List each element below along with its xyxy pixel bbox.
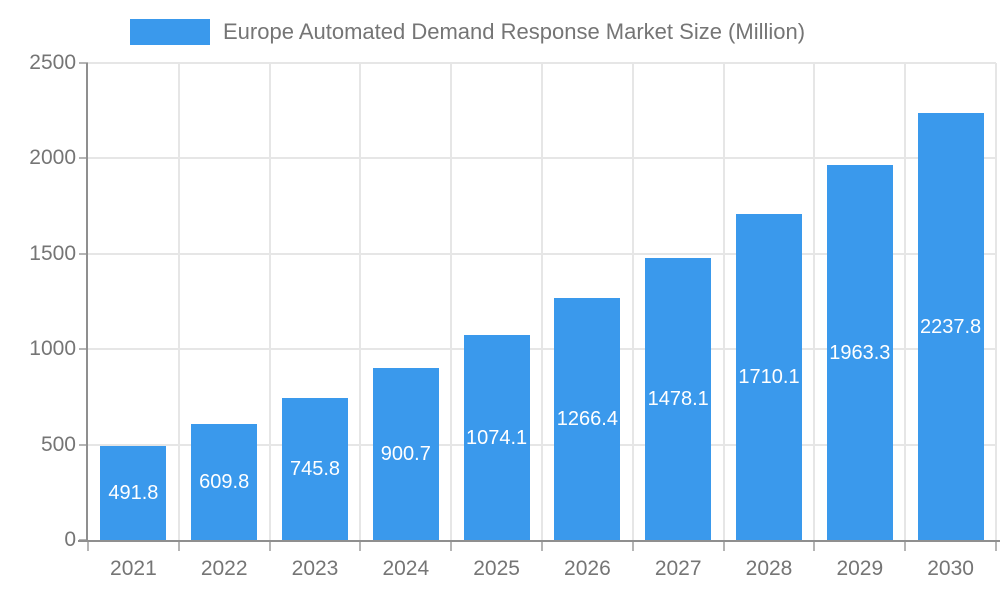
gridline-v [631,63,634,540]
bar-value-label: 1478.1 [647,387,709,410]
y-tick-label: 1000 [29,337,76,361]
bar-2021[interactable] [100,446,167,540]
y-axis-tick [79,157,88,160]
y-axis-tick [79,252,88,255]
bar-value-label: 900.7 [380,443,431,466]
gridline-v [177,63,180,540]
y-tick-label: 500 [40,432,76,456]
gridline-v [904,63,907,540]
x-tick-label: 2028 [745,557,793,580]
x-axis-tick [268,542,271,551]
x-axis-tick [995,542,997,551]
bar-2022[interactable] [191,423,258,540]
y-tick-label: 2000 [29,146,76,170]
x-tick-label: 2026 [564,557,611,580]
bar-2023[interactable] [282,397,348,540]
x-tick-label: 2022 [200,557,248,580]
bar-2027[interactable] [645,257,712,540]
x-axis-tick [87,542,89,551]
bar-value-label: 1710.1 [738,365,800,388]
gridline-v [359,63,362,540]
bar-value-label: 1266.4 [556,408,618,431]
x-axis-tick [450,542,453,551]
x-axis-tick [541,542,543,551]
bar-2026[interactable] [554,298,621,540]
x-tick-label: 2027 [654,557,702,580]
bar-2024[interactable] [372,368,439,540]
x-tick-label: 2024 [382,557,430,580]
bar-value-label: 2237.8 [920,315,982,338]
legend-swatch [130,19,210,45]
gridline-v [995,63,997,540]
legend-label: Europe Automated Demand Response Market … [223,19,806,44]
x-axis-line [78,540,1000,542]
bar-value-label: 491.8 [108,482,159,505]
x-axis-tick [904,542,907,551]
bar-2025[interactable] [463,335,530,540]
y-tick-label: 1500 [29,241,76,265]
x-axis-tick [177,542,180,551]
y-axis-tick [79,348,88,351]
gridline-v [813,63,816,540]
gridline-v [722,63,725,540]
x-axis-tick [359,542,362,551]
gridline-v [541,63,543,540]
gridline-v [268,63,271,540]
y-axis-tick [79,443,88,446]
bar-value-label: 745.8 [289,457,341,480]
y-tick-label: 0 [64,528,76,551]
x-axis-tick [813,542,816,551]
bar-2028[interactable] [736,213,802,540]
bar-2029[interactable] [826,165,893,540]
x-tick-label: 2023 [291,557,339,580]
bar-value-label: 1963.3 [829,341,891,364]
bar-value-label: 1074.1 [466,426,528,449]
x-axis-tick [631,542,634,551]
bar-value-label: 609.8 [199,470,250,493]
bar-2030[interactable] [917,113,984,540]
x-axis-tick [722,542,725,551]
gridline-v [450,63,453,540]
x-tick-label: 2030 [927,557,974,580]
x-tick-label: 2029 [836,557,884,580]
y-tick-label: 2500 [29,51,76,74]
legend-item[interactable]: Europe Automated Demand Response Market … [130,18,805,46]
x-tick-label: 2021 [110,557,157,580]
y-axis-tick [79,62,88,64]
x-tick-label: 2025 [473,557,520,580]
y-axis-line [86,63,88,542]
